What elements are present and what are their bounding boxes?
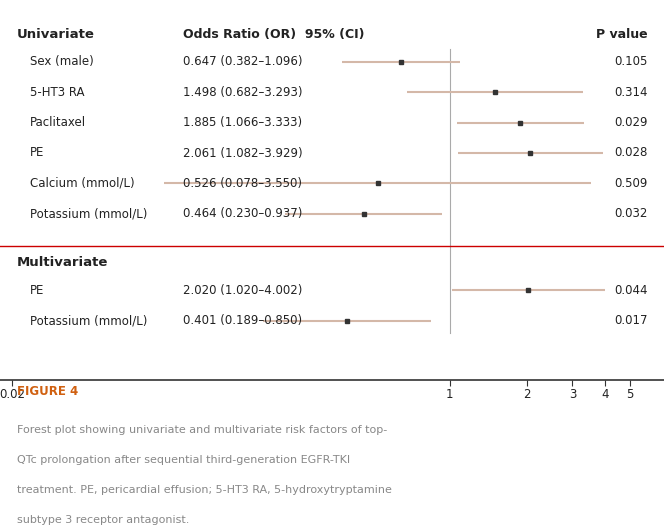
Text: 1.885 (1.066–3.333): 1.885 (1.066–3.333) xyxy=(183,116,301,129)
Text: Sex (male): Sex (male) xyxy=(30,55,94,68)
Text: P value: P value xyxy=(596,27,647,41)
Text: 2.061 (1.082–3.929): 2.061 (1.082–3.929) xyxy=(183,146,302,159)
Text: 0.464 (0.230–0.937): 0.464 (0.230–0.937) xyxy=(183,208,302,221)
Text: 0.044: 0.044 xyxy=(614,284,647,297)
Text: 2.020 (1.020–4.002): 2.020 (1.020–4.002) xyxy=(183,284,302,297)
Text: PE: PE xyxy=(30,284,44,297)
Text: 0.029: 0.029 xyxy=(614,116,647,129)
Text: 1.498 (0.682–3.293): 1.498 (0.682–3.293) xyxy=(183,86,302,99)
Text: 0.314: 0.314 xyxy=(614,86,647,99)
Text: PE: PE xyxy=(30,146,44,159)
Text: 0.526 (0.078–3.550): 0.526 (0.078–3.550) xyxy=(183,177,301,190)
Text: 0.028: 0.028 xyxy=(614,146,647,159)
Text: Forest plot showing univariate and multivariate risk factors of top-: Forest plot showing univariate and multi… xyxy=(17,426,387,436)
Text: treatment. PE, pericardial effusion; 5-HT3 RA, 5-hydroxytryptamine: treatment. PE, pericardial effusion; 5-H… xyxy=(17,485,392,495)
Text: 5-HT3 RA: 5-HT3 RA xyxy=(30,86,84,99)
Text: Potassium (mmol/L): Potassium (mmol/L) xyxy=(30,314,147,327)
Text: QTc prolongation after sequential third-generation EGFR-TKI: QTc prolongation after sequential third-… xyxy=(17,455,350,465)
Text: Paclitaxel: Paclitaxel xyxy=(30,116,86,129)
Text: 0.647 (0.382–1.096): 0.647 (0.382–1.096) xyxy=(183,55,302,68)
Text: Multivariate: Multivariate xyxy=(17,256,108,269)
Text: Univariate: Univariate xyxy=(17,27,94,41)
Text: Potassium (mmol/L): Potassium (mmol/L) xyxy=(30,208,147,221)
Text: subtype 3 receptor antagonist.: subtype 3 receptor antagonist. xyxy=(17,515,189,525)
Text: 0.032: 0.032 xyxy=(614,208,647,221)
Text: 0.105: 0.105 xyxy=(614,55,647,68)
Text: Calcium (mmol/L): Calcium (mmol/L) xyxy=(30,177,135,190)
Text: FIGURE 4: FIGURE 4 xyxy=(17,385,78,399)
Text: Odds Ratio (OR)  95% (CI): Odds Ratio (OR) 95% (CI) xyxy=(183,27,364,41)
Text: 0.017: 0.017 xyxy=(614,314,647,327)
Text: 0.509: 0.509 xyxy=(614,177,647,190)
Text: 0.401 (0.189–0.850): 0.401 (0.189–0.850) xyxy=(183,314,301,327)
